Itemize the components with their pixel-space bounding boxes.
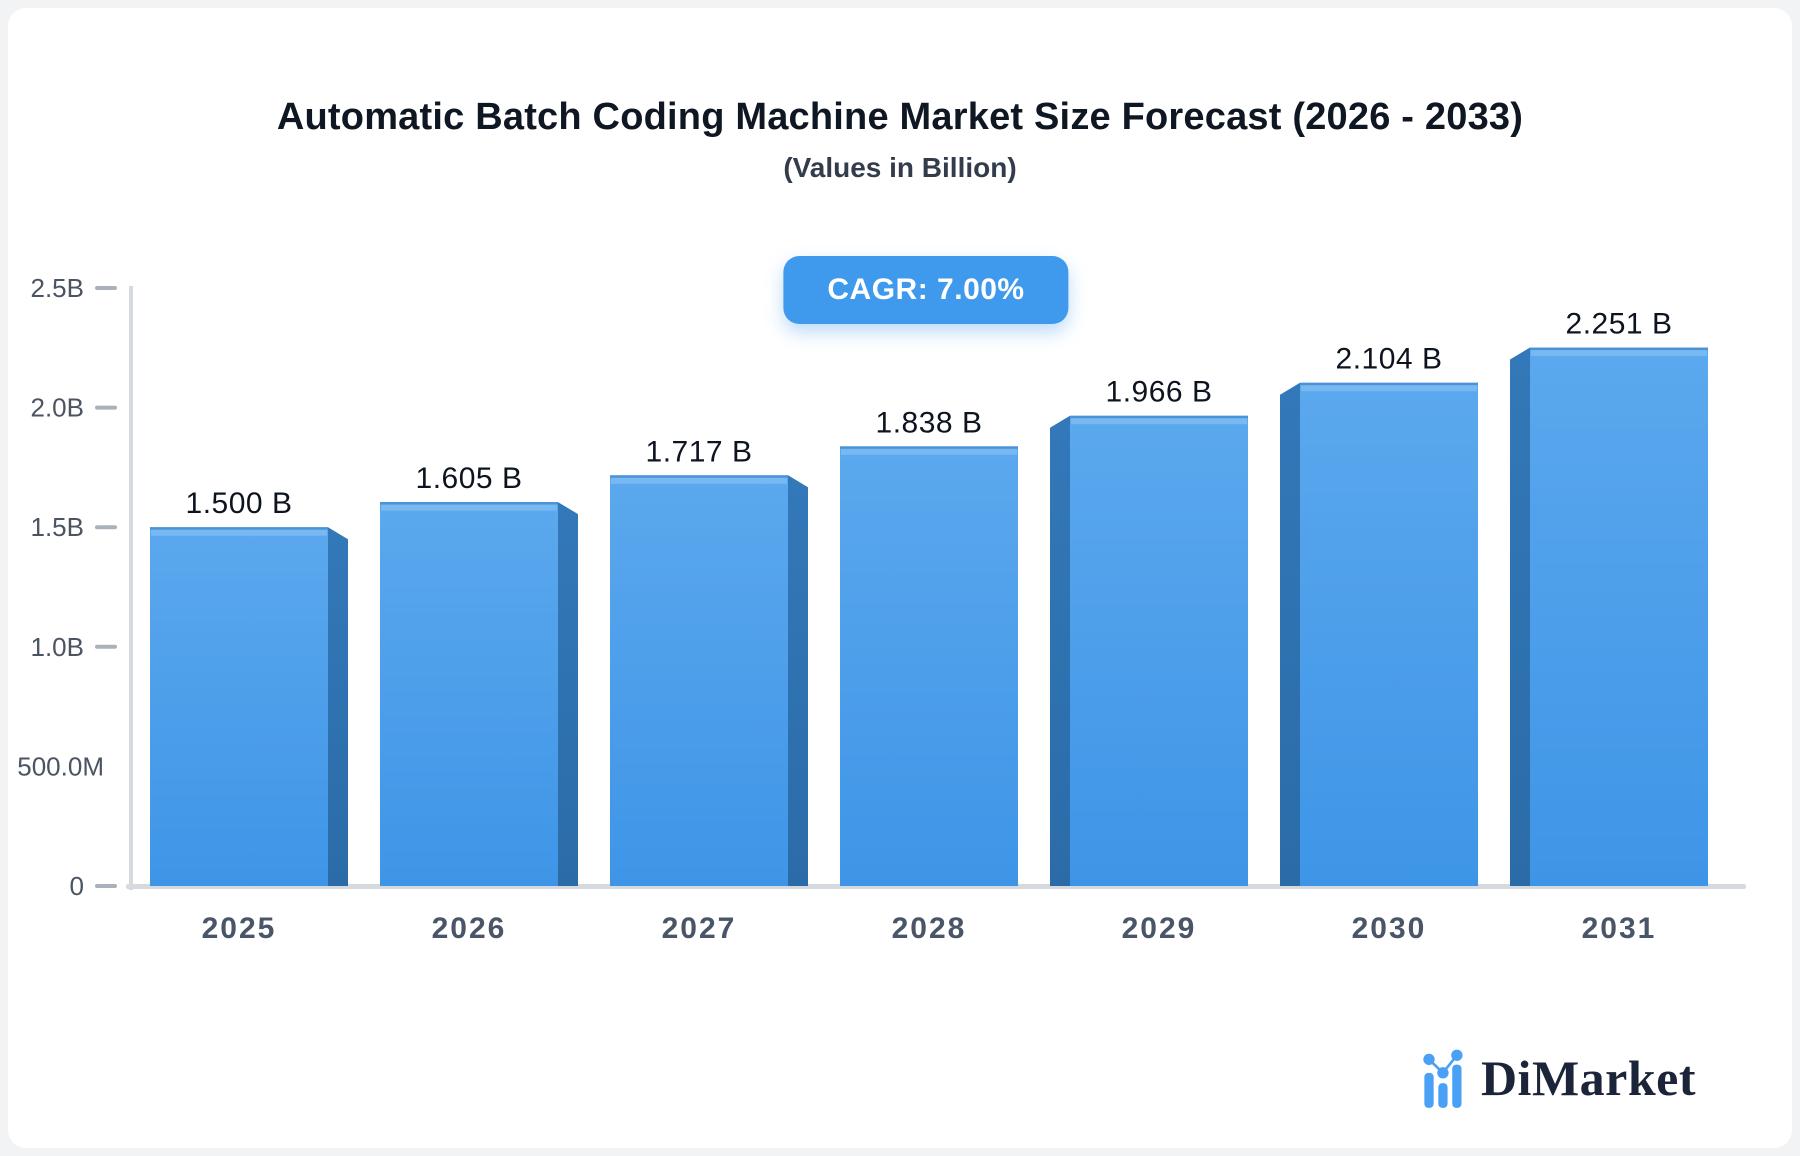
y-axis-tick-label: 1.5B: [31, 512, 85, 542]
bar-front-face: [840, 446, 1018, 886]
bar-2027: 1.717 B 2027: [610, 435, 808, 945]
y-axis-tick-dash: [95, 405, 117, 410]
bar-top-edge: [840, 446, 1018, 449]
bar-front-face: [1300, 382, 1478, 886]
y-axis-line: [129, 286, 133, 890]
bar-2026: 1.605 B 2026: [380, 462, 578, 945]
bar-front-face: [1070, 415, 1248, 886]
y-axis-tick-label: 0: [70, 871, 84, 901]
y-axis-tick-dash: [95, 644, 117, 649]
bar-top-edge: [1300, 382, 1478, 386]
bar-top-edge: [1530, 347, 1708, 351]
bar-top-highlight: [1301, 385, 1477, 392]
dimarket-logo-icon: [1423, 1049, 1463, 1108]
bar-side-face: [788, 475, 808, 886]
x-axis-label: 2029: [1122, 912, 1197, 945]
bar-top-highlight: [151, 529, 327, 536]
bar-side-face: [1280, 382, 1300, 886]
chart-title: Automatic Batch Coding Machine Market Si…: [276, 96, 1524, 138]
bar-top-highlight: [381, 504, 557, 511]
bar-value-label: 1.838 B: [876, 406, 983, 439]
bar-top-edge: [1070, 415, 1248, 419]
bar-front-face: [610, 475, 788, 886]
bar-value-label: 1.966 B: [1106, 376, 1213, 409]
brand-logo: DiMarket: [1422, 1046, 1696, 1110]
bar-front-face: [1530, 347, 1708, 886]
bar-top-highlight: [611, 477, 787, 484]
bar-top-highlight: [1531, 350, 1707, 357]
x-axis-label: 2031: [1582, 912, 1657, 945]
bar-value-label: 1.500 B: [186, 487, 293, 520]
y-axis-tick-dash: [95, 286, 117, 290]
bar-2031: 2.251 B 2031: [1510, 308, 1708, 945]
y-axis-tick-dash: [95, 525, 117, 530]
bar-top-edge: [380, 502, 558, 505]
bar-value-label: 1.605 B: [416, 462, 523, 495]
chart-subtitle: (Values in Billion): [783, 152, 1017, 183]
brand-name: DiMarket: [1480, 1050, 1696, 1106]
bar-side-face: [558, 502, 578, 886]
bar-2029: 1.966 B 2029: [1050, 376, 1248, 945]
bar-top-edge: [610, 475, 788, 478]
bar-side-face: [328, 527, 348, 886]
y-axis-tick-label: 1.0B: [31, 632, 85, 662]
x-axis-label: 2030: [1352, 912, 1427, 945]
y-axis-tick-label: 2.0B: [31, 393, 85, 423]
bar-side-face: [1510, 347, 1530, 886]
bar-value-label: 2.251 B: [1566, 308, 1673, 341]
bar-top-edge: [150, 527, 328, 530]
bar-top-highlight: [1071, 418, 1247, 425]
bar-value-label: 1.717 B: [646, 435, 753, 468]
bar-front-face: [380, 502, 558, 886]
x-axis-label: 2026: [432, 912, 507, 945]
bar-top-highlight: [841, 448, 1017, 455]
x-axis-label: 2028: [892, 912, 967, 945]
y-axis-tick-dash: [95, 884, 117, 888]
bar-side-face: [1050, 415, 1070, 886]
x-axis-label: 2027: [662, 912, 737, 945]
y-axis-tick-label: 2.5B: [31, 273, 85, 303]
cagr-badge: CAGR: 7.00%: [783, 256, 1069, 324]
bar-2028: 1.838 B 2028: [840, 406, 1018, 945]
bar-value-label: 2.104 B: [1336, 343, 1443, 376]
bar-front-face: [150, 527, 328, 886]
bar-2030: 2.104 B 2030: [1280, 343, 1478, 945]
bar-2025: 1.500 B 2025: [150, 487, 348, 945]
x-axis-label: 2025: [202, 912, 277, 945]
y-axis-tick-label: 500.0M: [17, 751, 104, 781]
